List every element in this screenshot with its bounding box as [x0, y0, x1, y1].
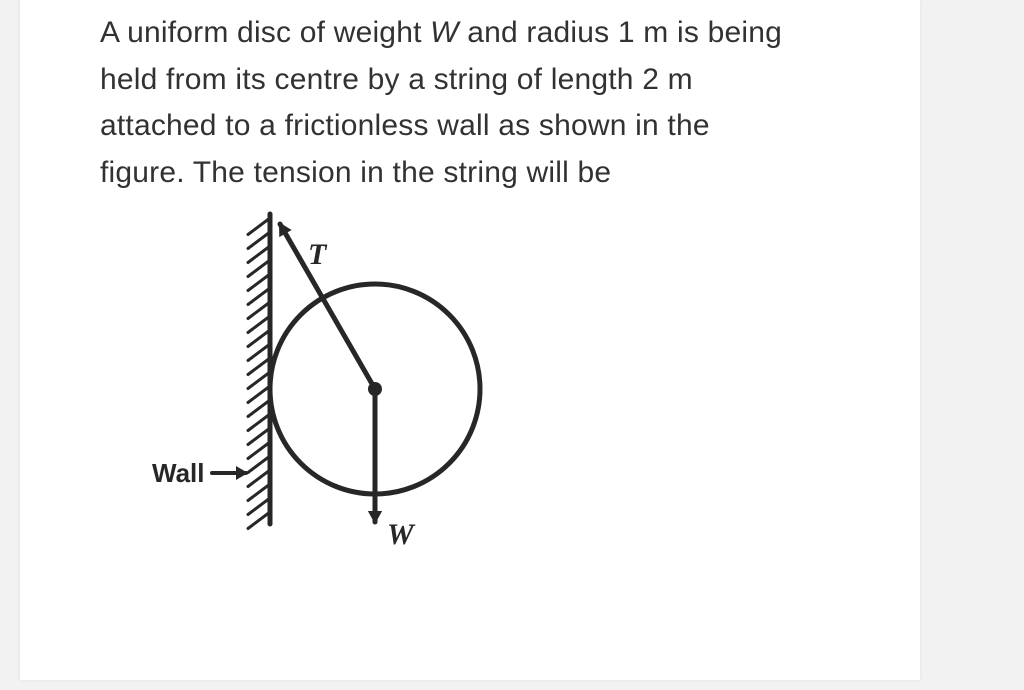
wall-hatch	[248, 400, 270, 417]
wall-hatch	[248, 442, 270, 459]
question-text: A uniform disc of weight W and radius 1 …	[100, 10, 880, 196]
wall-hatch	[248, 470, 270, 487]
string-line	[280, 224, 375, 389]
wall-hatch	[248, 512, 270, 529]
wall-arrow-head	[236, 466, 248, 480]
q-line4: figure. The tension in the string will b…	[100, 156, 611, 189]
wall-hatch	[248, 386, 270, 403]
wall-hatch	[248, 484, 270, 501]
q-line3: attached to a frictionless wall as shown…	[100, 109, 710, 142]
weight-label: W	[387, 518, 416, 551]
wall-hatch	[248, 232, 270, 249]
figure-container: T W Wall	[150, 204, 510, 559]
q-line2: held from its centre by a string of leng…	[100, 63, 693, 96]
q-line1-b: and radius 1 m is being	[459, 16, 782, 49]
wall-hatch	[248, 330, 270, 347]
physics-figure: T W Wall	[150, 204, 520, 554]
wall-text-label: Wall	[152, 458, 204, 488]
wall-hatch	[248, 344, 270, 361]
wall-hatch	[248, 302, 270, 319]
wall-hatch	[248, 428, 270, 445]
wall-hatch	[248, 246, 270, 263]
wall-hatch	[248, 414, 270, 431]
wall-hatch	[248, 274, 270, 291]
q-line1-a: A uniform disc of weight	[100, 16, 430, 49]
wall-hatch	[248, 288, 270, 305]
wall-hatch	[248, 456, 270, 473]
wall-hatch	[248, 316, 270, 333]
weight-arrowhead	[368, 511, 382, 524]
wall-hatch	[248, 260, 270, 277]
tension-label: T	[308, 238, 328, 271]
wall-hatch	[248, 358, 270, 375]
wall-hatch	[248, 498, 270, 515]
q-symbol-w: W	[430, 16, 459, 49]
wall-hatch	[248, 372, 270, 389]
page-card: A uniform disc of weight W and radius 1 …	[20, 0, 920, 680]
wall-hatch	[248, 218, 270, 235]
